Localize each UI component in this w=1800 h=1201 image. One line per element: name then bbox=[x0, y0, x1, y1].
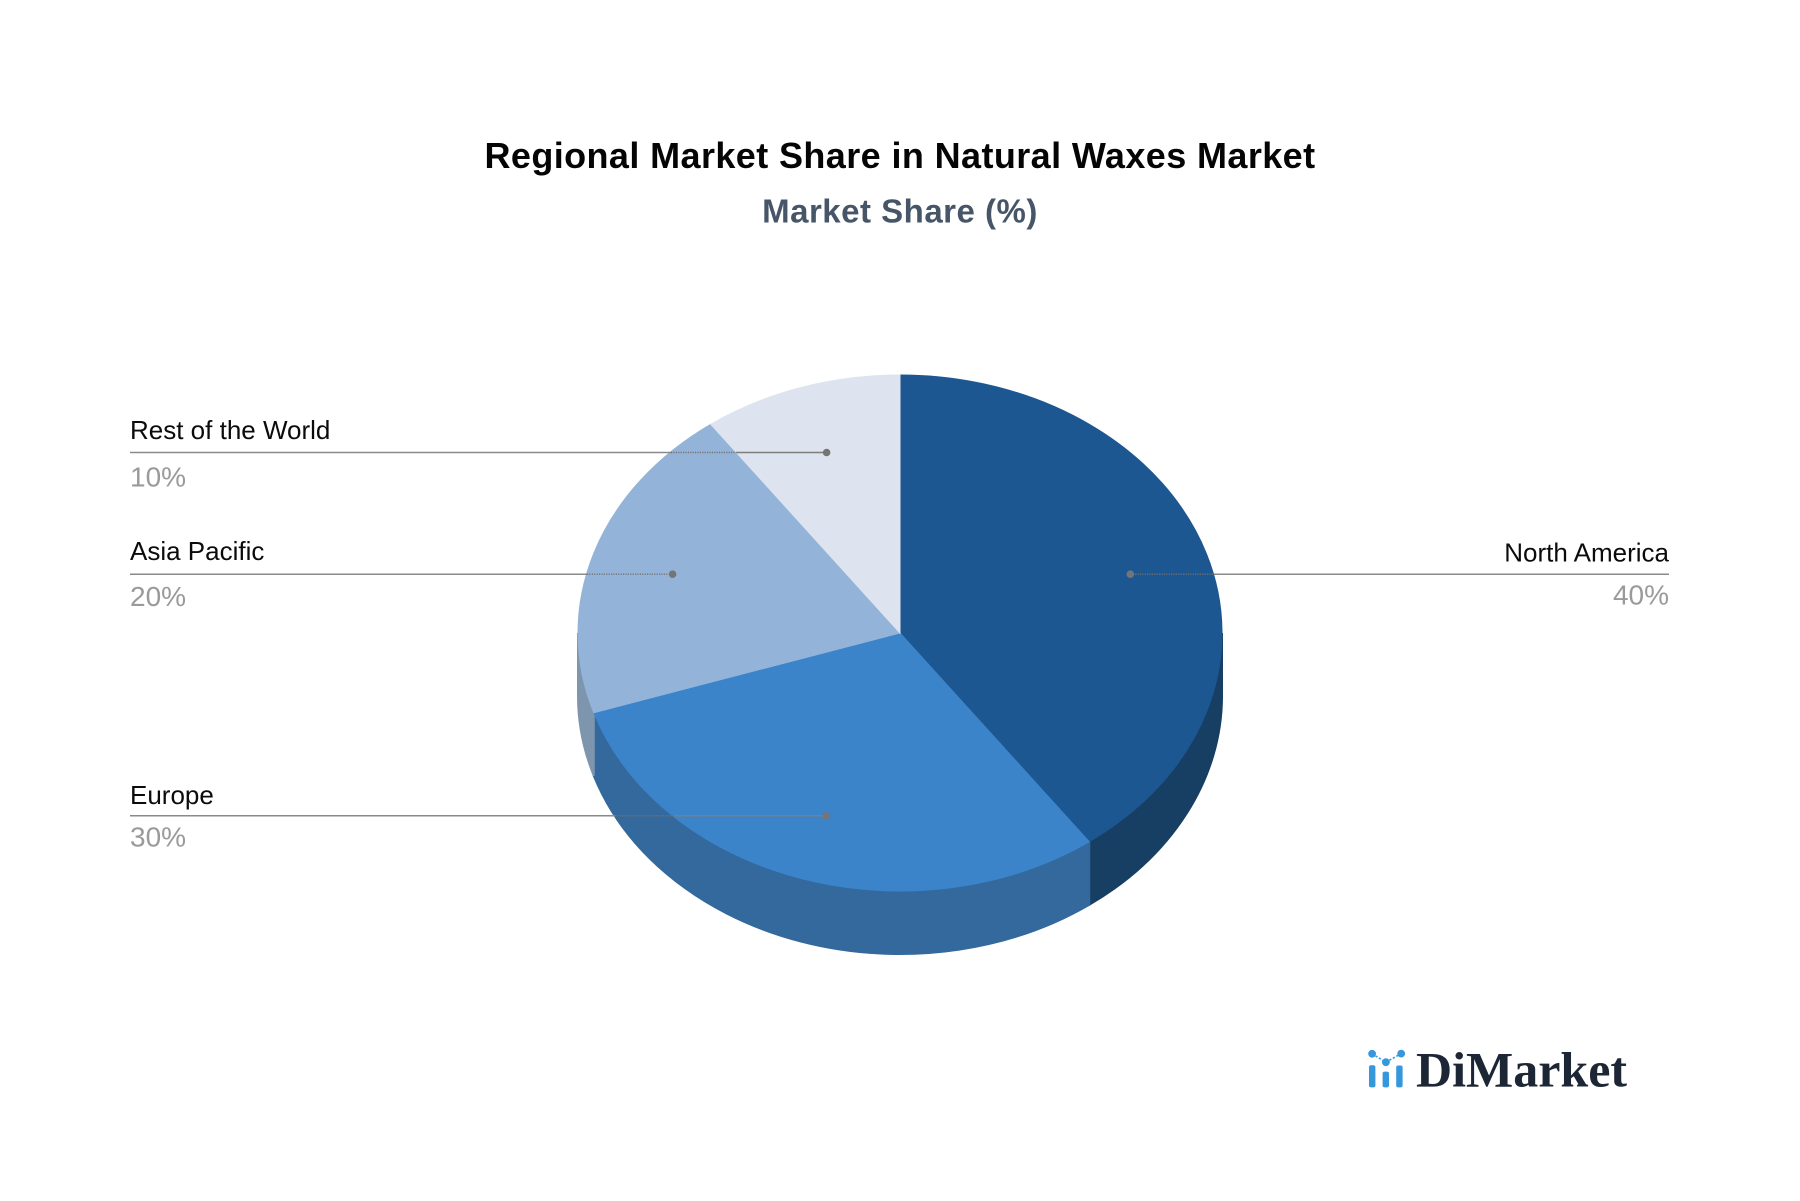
svg-text:Market Share (%): Market Share (%) bbox=[762, 193, 1038, 230]
svg-text:40%: 40% bbox=[1613, 579, 1669, 610]
svg-text:30%: 30% bbox=[130, 822, 186, 853]
svg-text:20%: 20% bbox=[130, 581, 186, 612]
svg-text:Asia Pacific: Asia Pacific bbox=[130, 536, 264, 566]
svg-text:DiMarket: DiMarket bbox=[1416, 1042, 1627, 1098]
svg-text:10%: 10% bbox=[130, 461, 186, 492]
svg-text:Regional Market Share in Natur: Regional Market Share in Natural Waxes M… bbox=[485, 135, 1316, 176]
svg-text:North America: North America bbox=[1504, 537, 1669, 567]
svg-text:Rest of the World: Rest of the World bbox=[130, 415, 330, 445]
svg-text:Europe: Europe bbox=[130, 780, 214, 810]
